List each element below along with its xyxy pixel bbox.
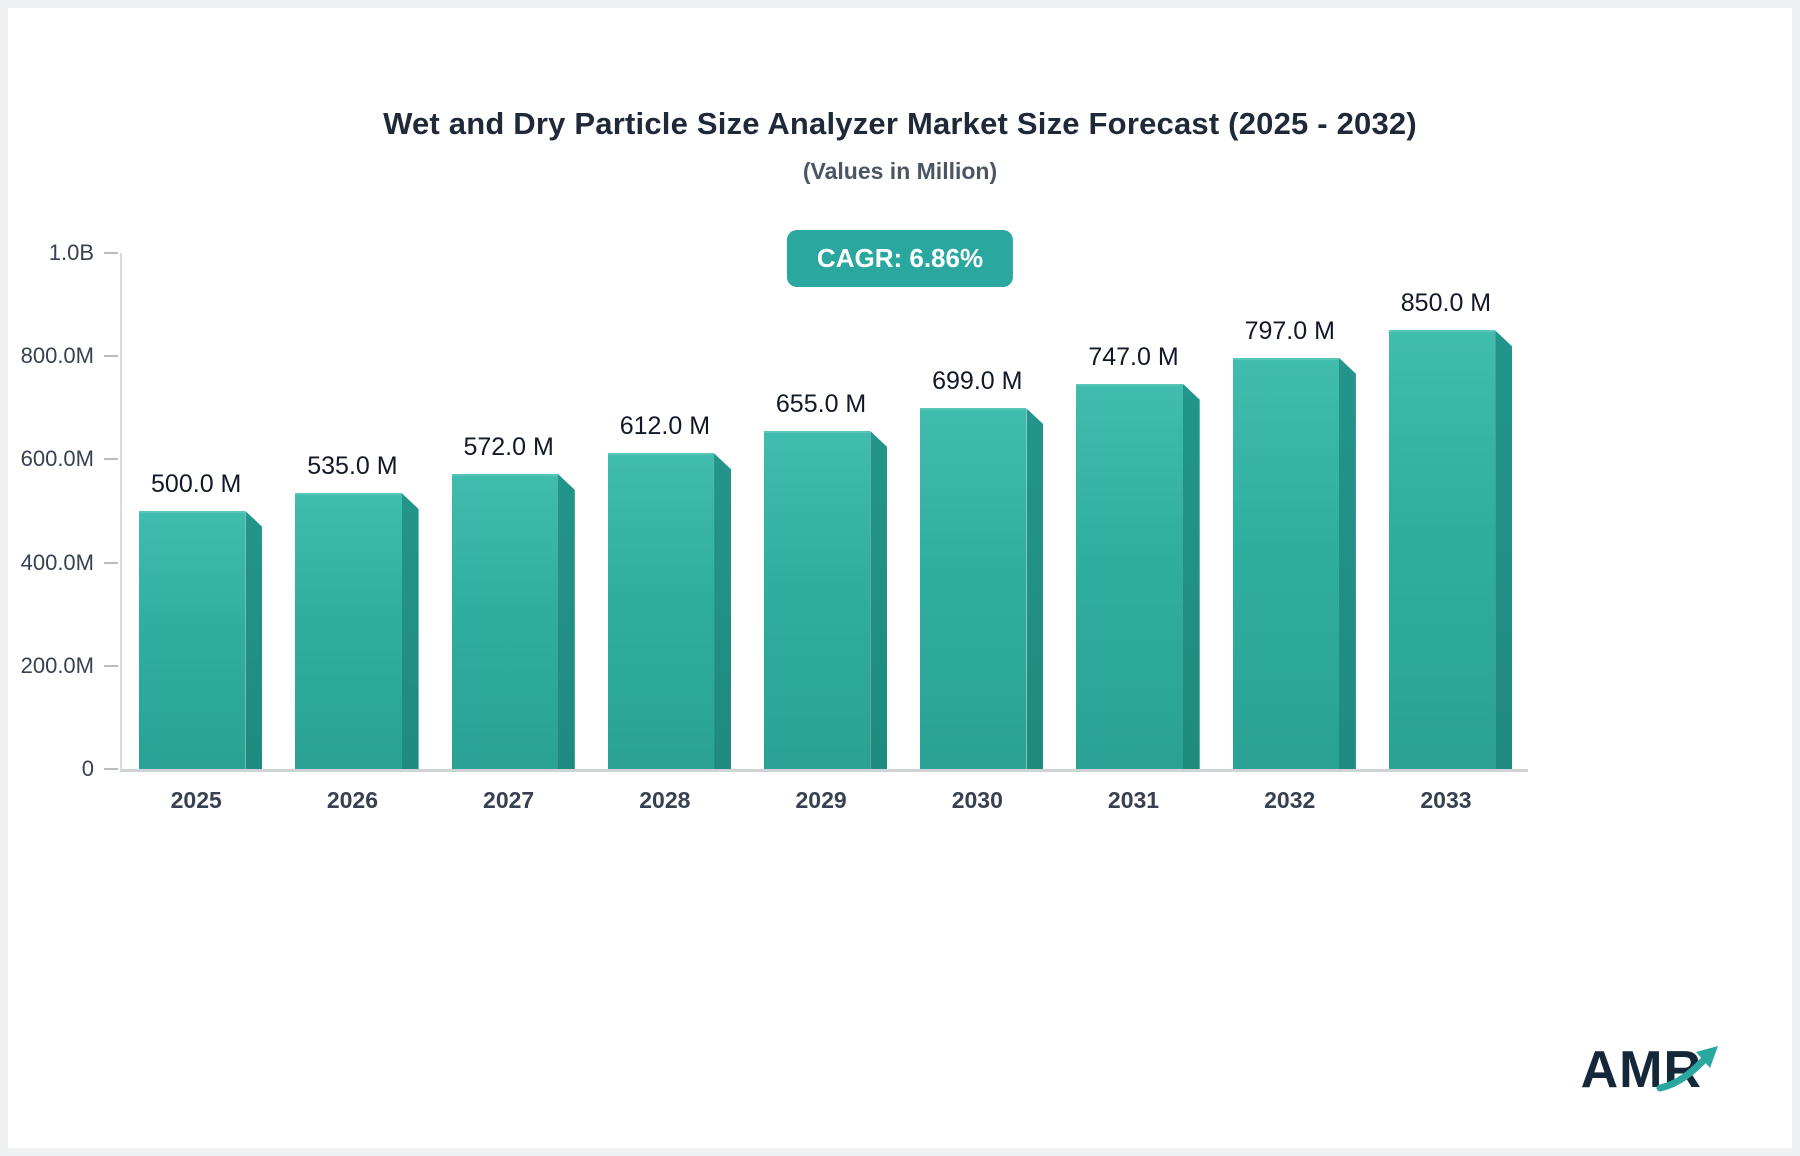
bar-value-label: 797.0 M	[1244, 316, 1335, 345]
bar-group: 699.0 M 2030	[903, 253, 1059, 813]
x-axis-label: 2025	[170, 787, 222, 813]
bar-group: 572.0 M 2027	[434, 253, 590, 813]
bar-3d-side	[401, 492, 419, 769]
x-axis-label: 2030	[951, 787, 1003, 813]
y-tick: 200.0M	[21, 653, 118, 679]
y-tick-label: 800.0M	[20, 343, 94, 369]
y-tick: 1.0B	[49, 240, 118, 266]
bar-group: 655.0 M 2029	[747, 253, 903, 813]
bar-group: 612.0 M 2028	[591, 253, 747, 813]
bar-value-label: 699.0 M	[932, 367, 1023, 396]
y-tick-mark	[104, 252, 118, 254]
chart-card: Wet and Dry Particle Size Analyzer Marke…	[8, 8, 1792, 1148]
amr-logo-text: AMR	[1580, 1041, 1702, 1099]
bar	[1388, 330, 1513, 769]
bar-3d-side	[714, 453, 732, 769]
bar	[1232, 357, 1356, 769]
x-axis-label: 2029	[795, 787, 847, 813]
bar-3d-side	[870, 431, 888, 769]
bar	[920, 408, 1044, 769]
y-tick-label: 0	[81, 756, 94, 781]
bar-3d-side	[1495, 330, 1513, 769]
bar-value-label: 747.0 M	[1088, 342, 1179, 371]
bar-group: 535.0 M 2026	[278, 253, 434, 813]
bar-group: 500.0 M 2025	[122, 253, 278, 813]
bar	[607, 453, 732, 769]
amr-logo: AMR	[1580, 1040, 1718, 1100]
y-tick: 0	[82, 756, 118, 782]
y-tick-label: 400.0M	[20, 549, 94, 575]
x-axis-label: 2032	[1264, 787, 1316, 813]
y-tick: 800.0M	[21, 343, 118, 369]
bar-3d-side	[245, 511, 263, 769]
x-axis-label: 2031	[1107, 787, 1160, 813]
x-axis-label: 2028	[639, 787, 691, 813]
x-axis-label: 2027	[483, 787, 535, 813]
bar-value-label: 500.0 M	[151, 470, 242, 498]
y-tick: 600.0M	[21, 446, 118, 472]
bar-group: 797.0 M 2032	[1216, 253, 1372, 813]
bar-3d-side	[1338, 357, 1356, 769]
bar-value-label: 850.0 M	[1400, 289, 1492, 318]
y-tick-mark	[104, 561, 118, 564]
y-tick-mark	[104, 355, 118, 358]
bar	[764, 431, 888, 769]
y-tick-label: 1.0B	[48, 240, 94, 265]
bar	[139, 511, 263, 769]
bar-3d-side	[1026, 408, 1044, 769]
bar	[295, 492, 419, 769]
growth-arrow-icon	[1656, 1046, 1718, 1092]
y-tick-mark	[104, 458, 118, 461]
y-tick-label: 600.0M	[20, 446, 94, 472]
chart-subtitle: (Values in Million)	[802, 158, 998, 184]
bar-value-label: 612.0 M	[619, 412, 711, 441]
y-tick-label: 200.0M	[20, 652, 94, 678]
chart-title: Wet and Dry Particle Size Analyzer Marke…	[383, 106, 1417, 141]
bar-value-label: 655.0 M	[775, 390, 867, 419]
y-tick-mark	[104, 664, 118, 667]
bar-value-label: 535.0 M	[307, 451, 398, 480]
bar-group: 747.0 M 2031	[1059, 253, 1215, 813]
bar	[1076, 383, 1200, 769]
bar-value-label: 572.0 M	[463, 432, 554, 461]
x-axis-label: 2026	[326, 787, 378, 813]
y-tick: 400.0M	[21, 550, 118, 576]
y-tick-mark	[104, 768, 118, 770]
bar-3d-side	[1182, 383, 1200, 769]
bar-3d-side	[557, 473, 575, 769]
bar-group: 850.0 M 2033	[1372, 253, 1528, 813]
bar-chart-plot: 0 200.0M 400.0M 600.0M 800.0M 1.0B 500.0 M 202…	[21, 240, 1528, 813]
bar	[451, 473, 575, 769]
cagr-badge: CAGR: 6.86%	[786, 230, 1014, 287]
bar-series: 500.0 M 2025 535.0 M 2026 572.0 M 2027 612.0 M…	[122, 253, 1528, 813]
x-axis-label: 2033	[1420, 787, 1472, 813]
